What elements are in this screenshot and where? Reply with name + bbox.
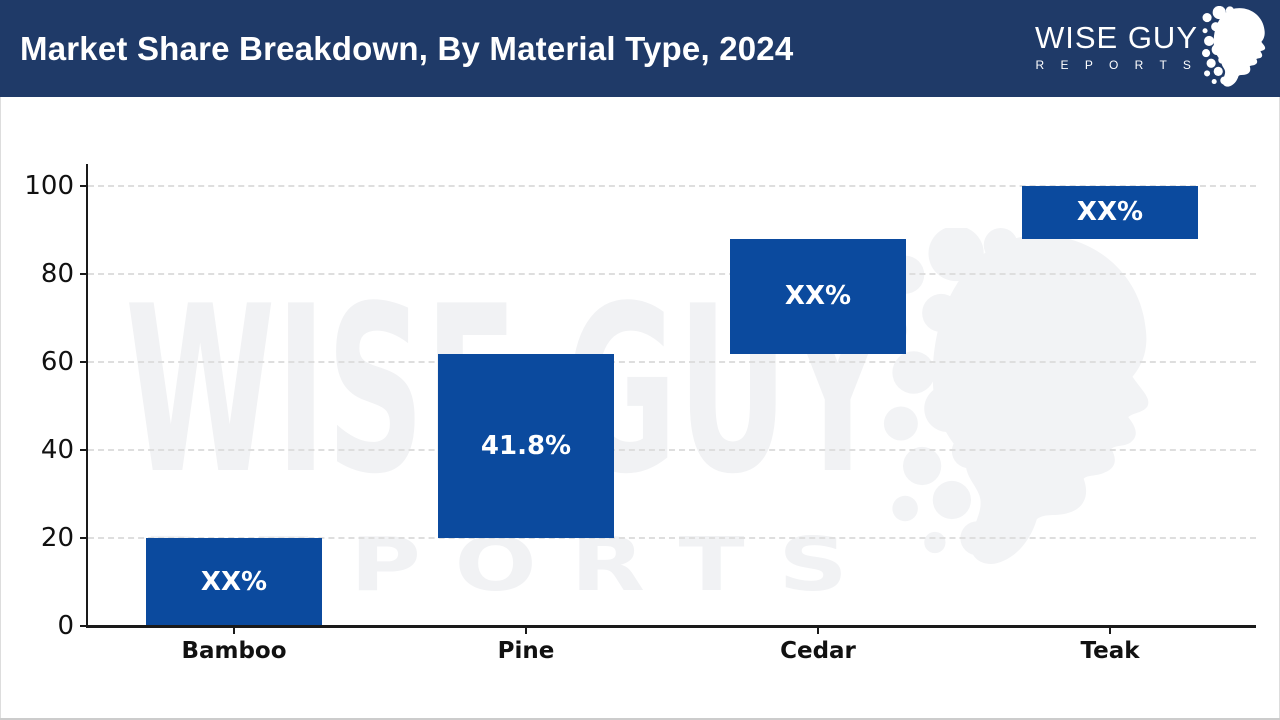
x-axis-line: [86, 625, 1256, 628]
y-axis-line: [86, 164, 88, 628]
x-category-label-cedar: Cedar: [780, 638, 856, 664]
brand-name: WISE GUY: [1034, 20, 1198, 56]
x-tick-bamboo: [233, 626, 235, 634]
y-tick-80: [80, 273, 88, 275]
brand-logo-text: WISE GUY R E P O R T S: [1035, 22, 1198, 72]
y-tick-60: [80, 361, 88, 363]
bar-value-label-pine: 41.8%: [480, 431, 572, 462]
x-tick-pine: [525, 626, 527, 634]
gridline-40: [88, 449, 1256, 451]
y-tick-label-80: 80: [40, 259, 74, 289]
y-tick-20: [80, 537, 88, 539]
y-tick-label-20: 20: [40, 523, 74, 553]
header-bar: Market Share Breakdown, By Material Type…: [0, 0, 1280, 97]
y-tick-100: [80, 185, 88, 187]
y-tick-0: [80, 625, 88, 627]
gridline-60: [88, 361, 1256, 363]
bar-value-label-bamboo: XX%: [200, 567, 268, 597]
y-tick-40: [80, 449, 88, 451]
y-tick-label-0: 0: [57, 611, 74, 641]
bar-cedar: XX%: [730, 238, 906, 355]
gridline-80: [88, 273, 1256, 275]
bar-teak: XX%: [1022, 186, 1198, 239]
x-category-label-teak: Teak: [1080, 638, 1140, 664]
brand-face-icon: [1202, 6, 1268, 88]
x-tick-teak: [1109, 626, 1111, 634]
bar-bamboo: XX%: [146, 538, 322, 626]
brand-subname: R E P O R T S: [1035, 57, 1198, 72]
x-tick-cedar: [817, 626, 819, 634]
bar-pine: 41.8%: [438, 354, 614, 538]
x-category-label-pine: Pine: [497, 638, 555, 664]
gridline-20: [88, 537, 1256, 539]
bar-value-label-cedar: XX%: [784, 281, 852, 312]
y-tick-label-100: 100: [24, 171, 74, 201]
y-tick-label-40: 40: [40, 435, 74, 465]
x-category-label-bamboo: Bamboo: [181, 638, 287, 664]
brand-logo: WISE GUY R E P O R T S: [1035, 6, 1268, 88]
y-tick-label-60: 60: [40, 347, 74, 377]
page-title: Market Share Breakdown, By Material Type…: [20, 29, 794, 67]
bar-value-label-teak: XX%: [1076, 197, 1144, 228]
gridline-100: [88, 185, 1256, 187]
